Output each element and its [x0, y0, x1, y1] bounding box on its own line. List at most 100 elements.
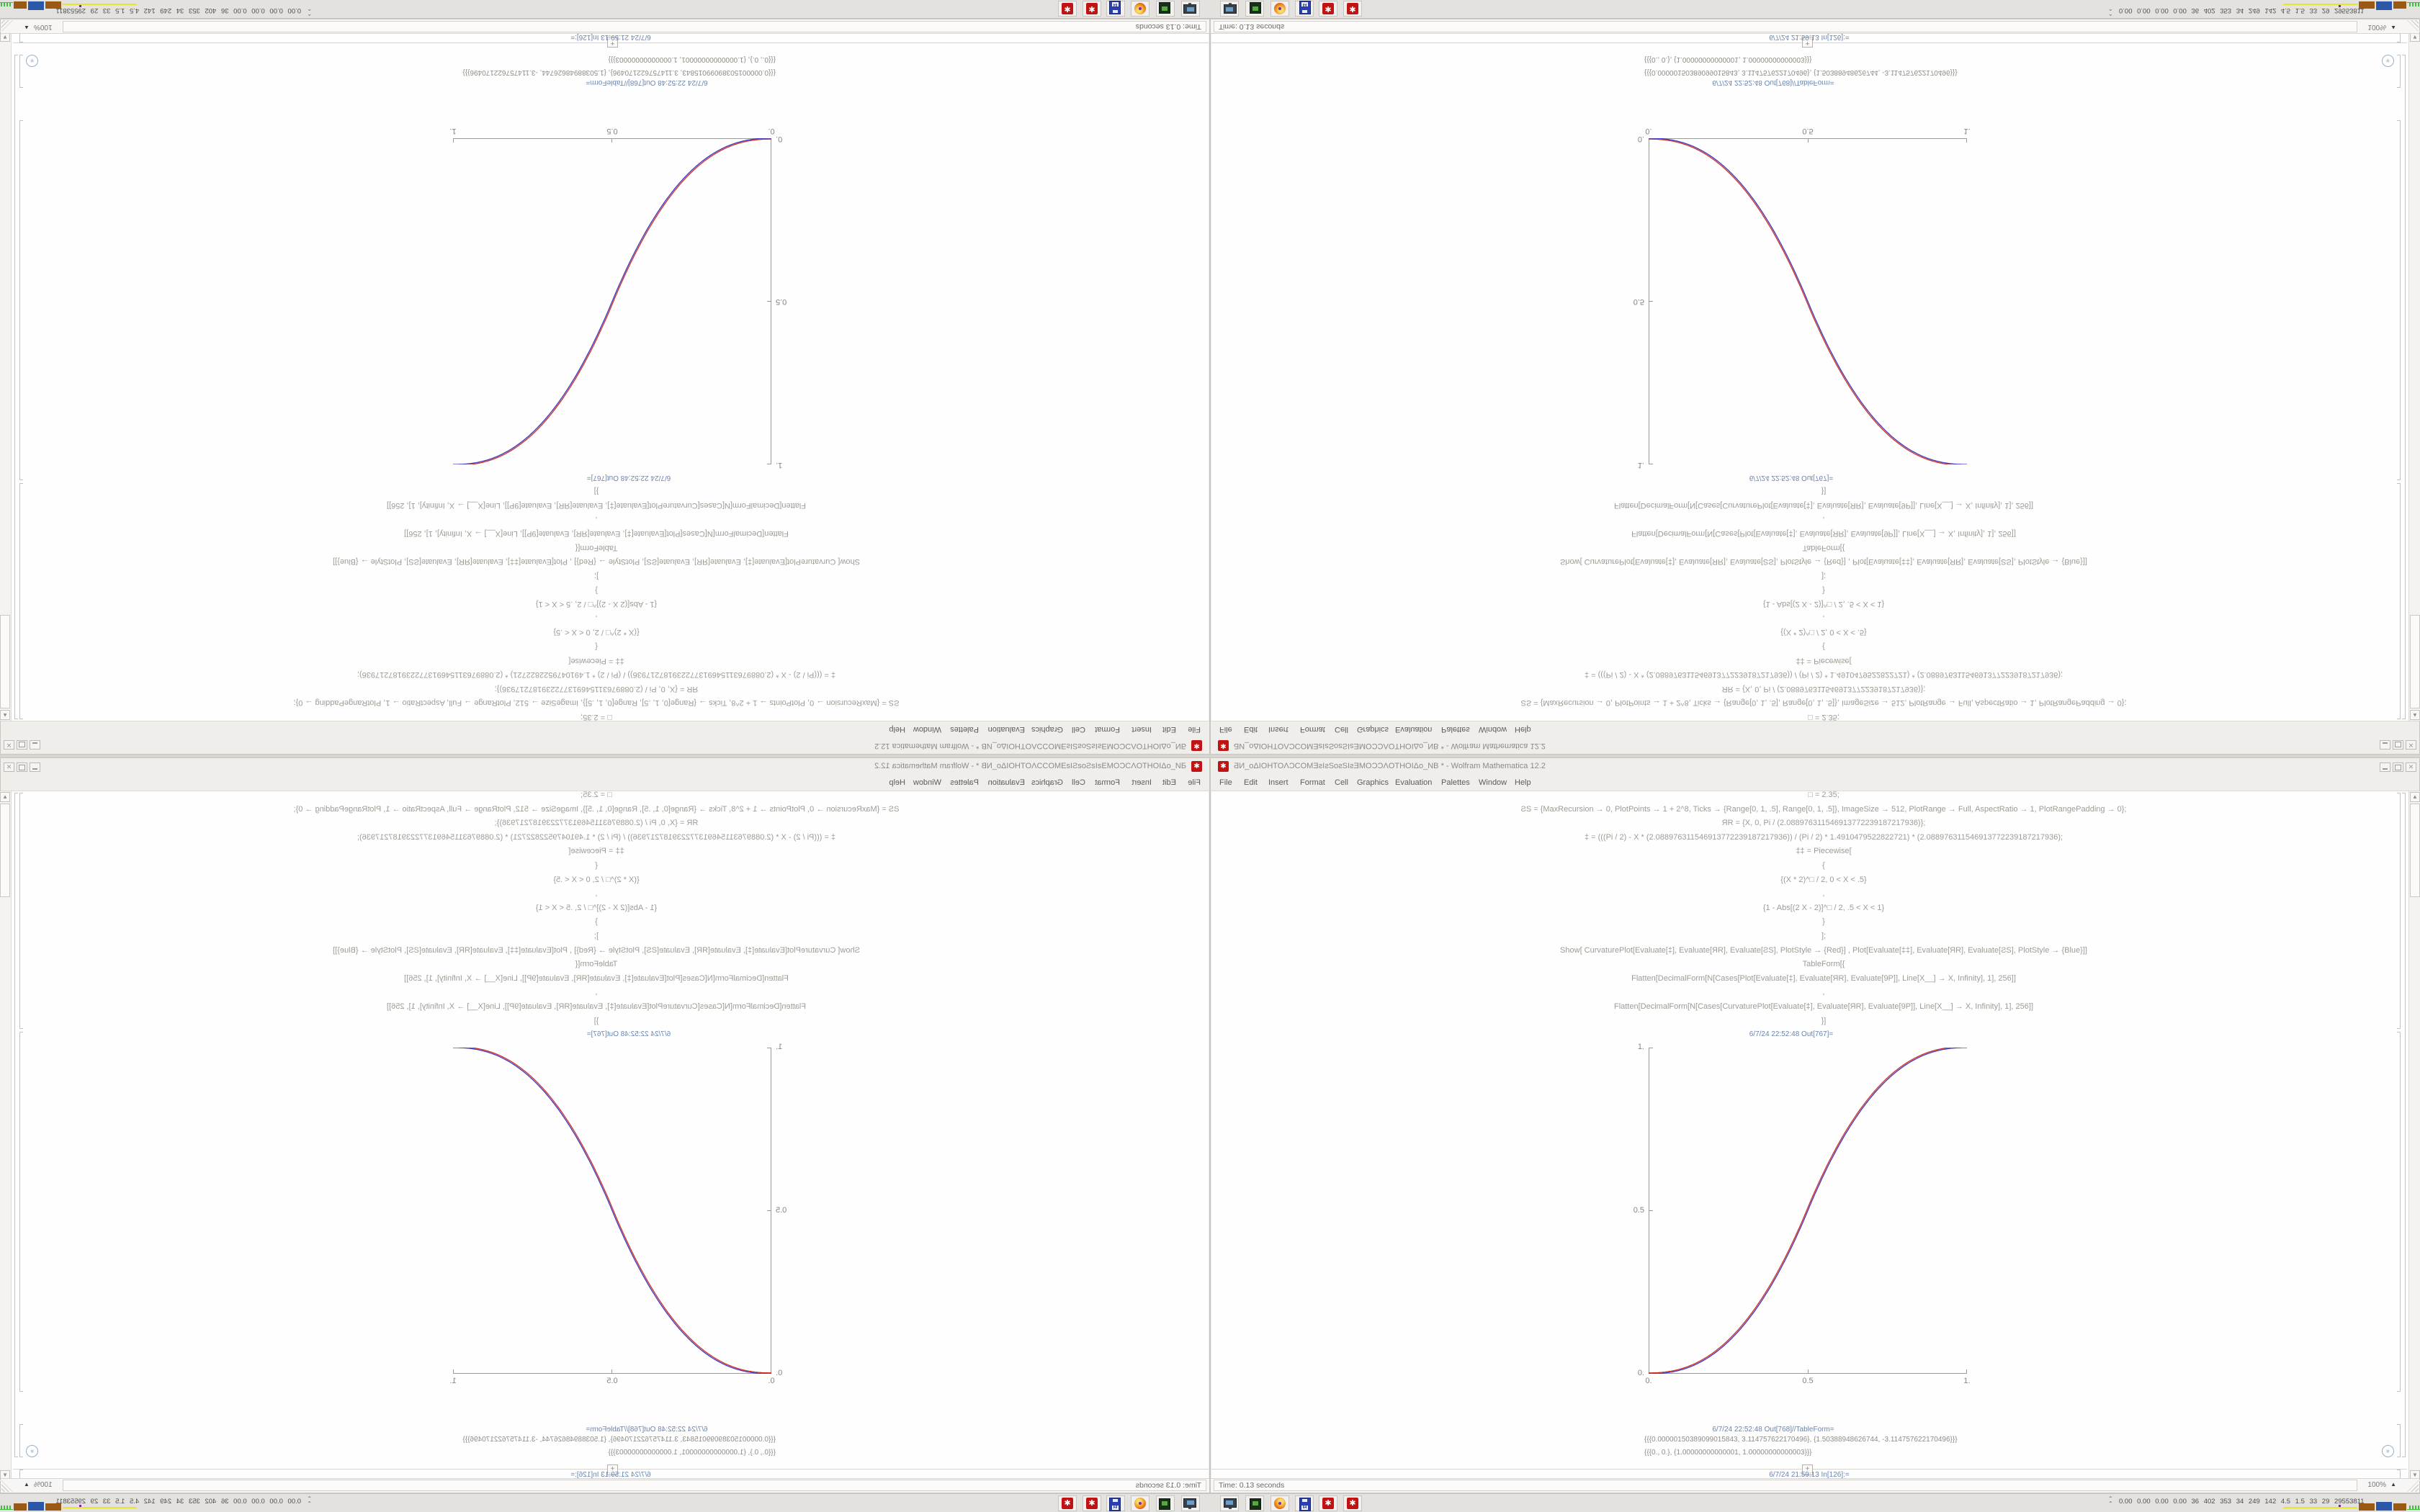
- menu-format[interactable]: Format: [1300, 778, 1325, 787]
- scroll-more-icon[interactable]: »: [26, 55, 38, 67]
- menu-graphics[interactable]: Graphics: [1357, 778, 1389, 787]
- menu-graphics[interactable]: Graphics: [1031, 778, 1063, 787]
- taskbar-mathematica-icon[interactable]: ✱: [1083, 1, 1101, 17]
- menu-format[interactable]: Format: [1095, 778, 1120, 787]
- zoom-caret-icon[interactable]: ▲: [24, 24, 30, 31]
- zoom-caret-icon[interactable]: ▲: [2390, 24, 2396, 31]
- titlebar[interactable]: ✱ ƋИ_ᴏΔIOHTOΛƆCOMƎƨIƨSᴏƨSIƨƎMOƆƆΛOTHOIΔᴏ…: [1211, 737, 2419, 754]
- taskbar-display-icon[interactable]: [1220, 1, 1239, 17]
- resize-grip[interactable]: [2407, 1480, 2419, 1492]
- menu-file[interactable]: File: [1219, 778, 1232, 787]
- cell-bracket-table-output[interactable]: [19, 55, 23, 88]
- tray-expand-icon[interactable]: ⌃ ⌃: [2108, 5, 2113, 17]
- cell-bracket-plot-output[interactable]: [19, 1032, 23, 1392]
- cell-bracket-input[interactable]: [2397, 483, 2401, 719]
- zoom-caret-icon[interactable]: ▲: [24, 1481, 30, 1488]
- menu-evaluation[interactable]: Evaluation: [1395, 778, 1433, 787]
- cell-bracket-table-output[interactable]: [2397, 1424, 2401, 1457]
- scroll-up-icon[interactable]: ▲: [0, 710, 10, 720]
- maximize-button[interactable]: [2393, 740, 2403, 750]
- scroll-up-icon[interactable]: ▲: [0, 792, 10, 802]
- menu-edit[interactable]: Edit: [1244, 725, 1258, 734]
- input-cell-code[interactable]: □ = 2.35; ƧS = {MaxRecursion → 0, PlotPo…: [1229, 791, 2418, 1028]
- cell-bracket-input[interactable]: [2397, 793, 2401, 1029]
- taskbar-mathematica-icon[interactable]: ✱: [1343, 1495, 1362, 1511]
- menu-help[interactable]: Help: [889, 778, 905, 787]
- menu-cell[interactable]: Cell: [1072, 778, 1085, 787]
- minimize-button[interactable]: [2380, 762, 2390, 772]
- taskbar-mathematica-icon[interactable]: ✱: [1058, 1, 1077, 17]
- menu-format[interactable]: Format: [1095, 725, 1120, 734]
- vertical-scrollbar[interactable]: ▲ ▼: [0, 791, 12, 1481]
- zoom-level[interactable]: 100%: [2367, 1481, 2386, 1489]
- menu-evaluation[interactable]: Evaluation: [1395, 725, 1433, 734]
- input-cell-code[interactable]: □ = 2.35; ƧS = {MaxRecursion → 0, PlotPo…: [2, 791, 1191, 1028]
- notebook-area[interactable]: □ = 2.35; ƧS = {MaxRecursion → 0, PlotPo…: [1211, 31, 2420, 721]
- vertical-scrollbar[interactable]: ▲ ▼: [2408, 791, 2420, 1481]
- menu-insert[interactable]: Insert: [1268, 725, 1289, 734]
- tray-expand-icon[interactable]: ⌃ ⌃: [2108, 1495, 2113, 1507]
- menu-help[interactable]: Help: [889, 725, 905, 734]
- notebook-area[interactable]: □ = 2.35; ƧS = {MaxRecursion → 0, PlotPo…: [1211, 791, 2420, 1481]
- notebook-area[interactable]: □ = 2.35; ƧS = {MaxRecursion → 0, PlotPo…: [0, 31, 1209, 721]
- taskbar-floppy-64-icon[interactable]: 64: [1106, 1, 1125, 17]
- menu-window[interactable]: Window: [913, 725, 941, 734]
- maximize-button[interactable]: [17, 762, 27, 772]
- taskbar-display-icon[interactable]: [1220, 1495, 1239, 1511]
- taskbar-mathematica-icon[interactable]: ✱: [1319, 1495, 1337, 1511]
- menu-window[interactable]: Window: [1479, 725, 1507, 734]
- scrollbar-thumb[interactable]: [0, 615, 10, 708]
- taskbar-display-icon[interactable]: [1181, 1495, 1200, 1511]
- zoom-caret-icon[interactable]: ▲: [2390, 1481, 2396, 1488]
- cell-bracket-plot-output[interactable]: [2397, 120, 2401, 480]
- menu-insert[interactable]: Insert: [1268, 778, 1289, 787]
- close-button[interactable]: ✕: [2406, 762, 2416, 772]
- menu-evaluation[interactable]: Evaluation: [987, 778, 1025, 787]
- input-cell-code[interactable]: □ = 2.35; ƧS = {MaxRecursion → 0, PlotPo…: [2, 484, 1191, 721]
- taskbar-firefox-icon[interactable]: [1131, 1, 1150, 17]
- taskbar-floppy-64-icon[interactable]: 64: [1106, 1495, 1125, 1511]
- taskbar-mathematica-icon[interactable]: ✱: [1343, 1, 1362, 17]
- menu-format[interactable]: Format: [1300, 725, 1325, 734]
- taskbar-firefox-icon[interactable]: [1270, 1495, 1289, 1511]
- scroll-up-icon[interactable]: ▲: [2410, 710, 2420, 720]
- titlebar[interactable]: ✱ ƋИ_ᴏΔIOHTOΛƆCOMƎƨIƨSᴏƨSIƨƎMOƆƆΛOTHOIΔᴏ…: [1, 758, 1209, 775]
- taskbar-firefox-icon[interactable]: [1131, 1495, 1150, 1511]
- taskbar-mathematica-icon[interactable]: ✱: [1058, 1495, 1077, 1511]
- zoom-level[interactable]: 100%: [34, 1481, 53, 1489]
- menu-window[interactable]: Window: [1479, 778, 1507, 787]
- tray-expand-icon[interactable]: ⌃ ⌃: [307, 5, 312, 17]
- taskbar-package-icon[interactable]: [1245, 1495, 1264, 1511]
- resize-grip[interactable]: [1, 1480, 13, 1492]
- vertical-scrollbar[interactable]: ▲ ▼: [2408, 31, 2420, 721]
- minimize-button[interactable]: [2380, 740, 2390, 750]
- cell-bracket-input[interactable]: [19, 483, 23, 719]
- menu-cell[interactable]: Cell: [1072, 725, 1085, 734]
- scrollbar-thumb[interactable]: [2410, 615, 2420, 708]
- cell-bracket-plot-output[interactable]: [19, 120, 23, 480]
- scroll-more-icon[interactable]: »: [2382, 1445, 2394, 1457]
- menu-cell[interactable]: Cell: [1335, 778, 1348, 787]
- zoom-level[interactable]: 100%: [2367, 23, 2386, 31]
- scrollbar-thumb[interactable]: [0, 804, 10, 897]
- taskbar-floppy-64-icon[interactable]: 64: [1295, 1495, 1314, 1511]
- titlebar[interactable]: ✱ ƋИ_ᴏΔIOHTOΛƆCOMƎƨIƨSᴏƨSIƨƎMOƆƆΛOTHOIΔᴏ…: [1211, 758, 2419, 775]
- menu-edit[interactable]: Edit: [1244, 778, 1258, 787]
- menu-evaluation[interactable]: Evaluation: [987, 725, 1025, 734]
- vertical-scrollbar[interactable]: ▲ ▼: [0, 31, 12, 721]
- minimize-button[interactable]: [30, 740, 40, 750]
- maximize-button[interactable]: [2393, 762, 2403, 772]
- menu-palettes[interactable]: Palettes: [1441, 725, 1470, 734]
- taskbar-mathematica-icon[interactable]: ✱: [1319, 1, 1337, 17]
- menu-edit[interactable]: Edit: [1162, 778, 1176, 787]
- taskbar-package-icon[interactable]: [1156, 1495, 1175, 1511]
- cell-bracket-group[interactable]: [2402, 793, 2406, 1457]
- zoom-level[interactable]: 100%: [34, 23, 53, 31]
- cell-bracket-group[interactable]: [2402, 55, 2406, 719]
- close-button[interactable]: ✕: [2406, 740, 2416, 750]
- close-button[interactable]: ✕: [4, 762, 14, 772]
- menu-file[interactable]: File: [1188, 725, 1201, 734]
- insert-cell-plus-icon[interactable]: +: [1802, 1464, 1813, 1475]
- menu-insert[interactable]: Insert: [1131, 725, 1152, 734]
- minimize-button[interactable]: [30, 762, 40, 772]
